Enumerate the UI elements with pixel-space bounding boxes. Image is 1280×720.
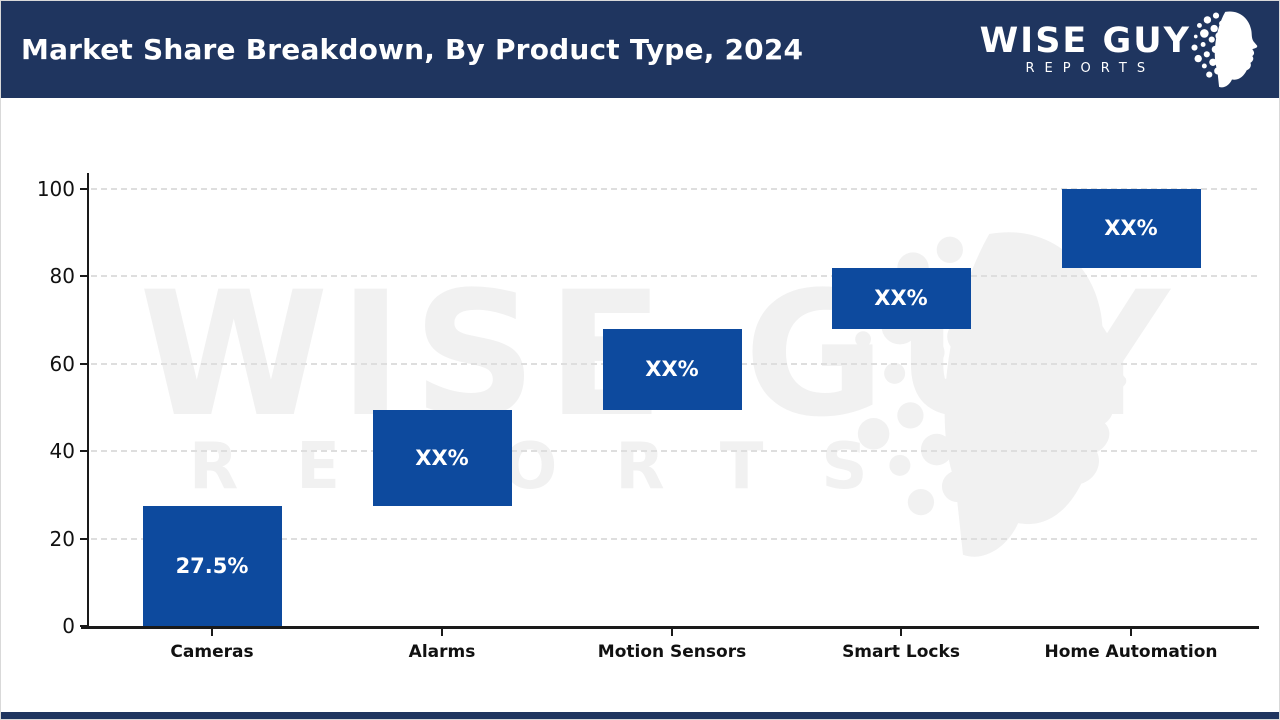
category-label: Smart Locks <box>842 642 960 662</box>
bar-segment: 27.5% <box>142 505 282 626</box>
y-tick-label: 60 <box>49 351 75 376</box>
bar-segment: XX% <box>1061 189 1201 268</box>
x-axis-line <box>81 626 1259 629</box>
bar-segment: XX% <box>831 267 971 329</box>
category-label: Home Automation <box>1044 642 1218 662</box>
bar-value-label: XX% <box>415 445 469 470</box>
bar-value-label: XX% <box>874 286 928 311</box>
dotted-face-icon <box>1185 7 1263 93</box>
y-tick-mark <box>80 625 89 627</box>
y-tick-label: 80 <box>49 264 75 289</box>
bar-segment: XX% <box>602 328 742 410</box>
gridline <box>91 188 1257 190</box>
bar-value-label: XX% <box>645 357 699 382</box>
y-tick-label: 20 <box>49 526 75 551</box>
bar-segment: XX% <box>372 409 512 506</box>
gridline <box>91 275 1257 278</box>
x-tick-mark <box>441 629 443 636</box>
bar-value-label: 27.5% <box>175 553 249 578</box>
brand-name: WISE GUY <box>979 21 1191 61</box>
y-tick-mark <box>80 188 89 190</box>
category-label: Cameras <box>170 642 254 662</box>
x-tick-mark <box>1130 629 1132 636</box>
x-tick-mark <box>900 629 902 636</box>
category-label: Motion Sensors <box>597 642 747 662</box>
y-tick-mark <box>80 537 89 540</box>
brand-logo-text: WISE GUY REPORTS <box>979 21 1191 76</box>
y-axis-line <box>87 173 89 628</box>
watermark-text-2: REPORTS <box>189 430 926 504</box>
y-tick-label: 0 <box>62 614 75 638</box>
y-tick-label: 100 <box>36 177 75 201</box>
category-label: Alarms <box>408 642 476 662</box>
y-tick-mark <box>80 275 89 278</box>
brand-subname: REPORTS <box>1025 61 1156 76</box>
y-tick-mark <box>80 362 89 365</box>
footer-band <box>1 712 1279 719</box>
header-band: Market Share Breakdown, By Product Type,… <box>1 1 1279 98</box>
x-tick-mark <box>671 629 673 636</box>
gridline <box>91 450 1257 453</box>
x-tick-mark <box>211 629 213 636</box>
bar-value-label: XX% <box>1104 216 1158 241</box>
brand-logo: WISE GUY REPORTS <box>980 7 1263 93</box>
page-title: Market Share Breakdown, By Product Type,… <box>21 33 804 66</box>
y-tick-mark <box>80 450 89 453</box>
y-tick-label: 40 <box>49 439 75 464</box>
gridline <box>91 537 1257 540</box>
